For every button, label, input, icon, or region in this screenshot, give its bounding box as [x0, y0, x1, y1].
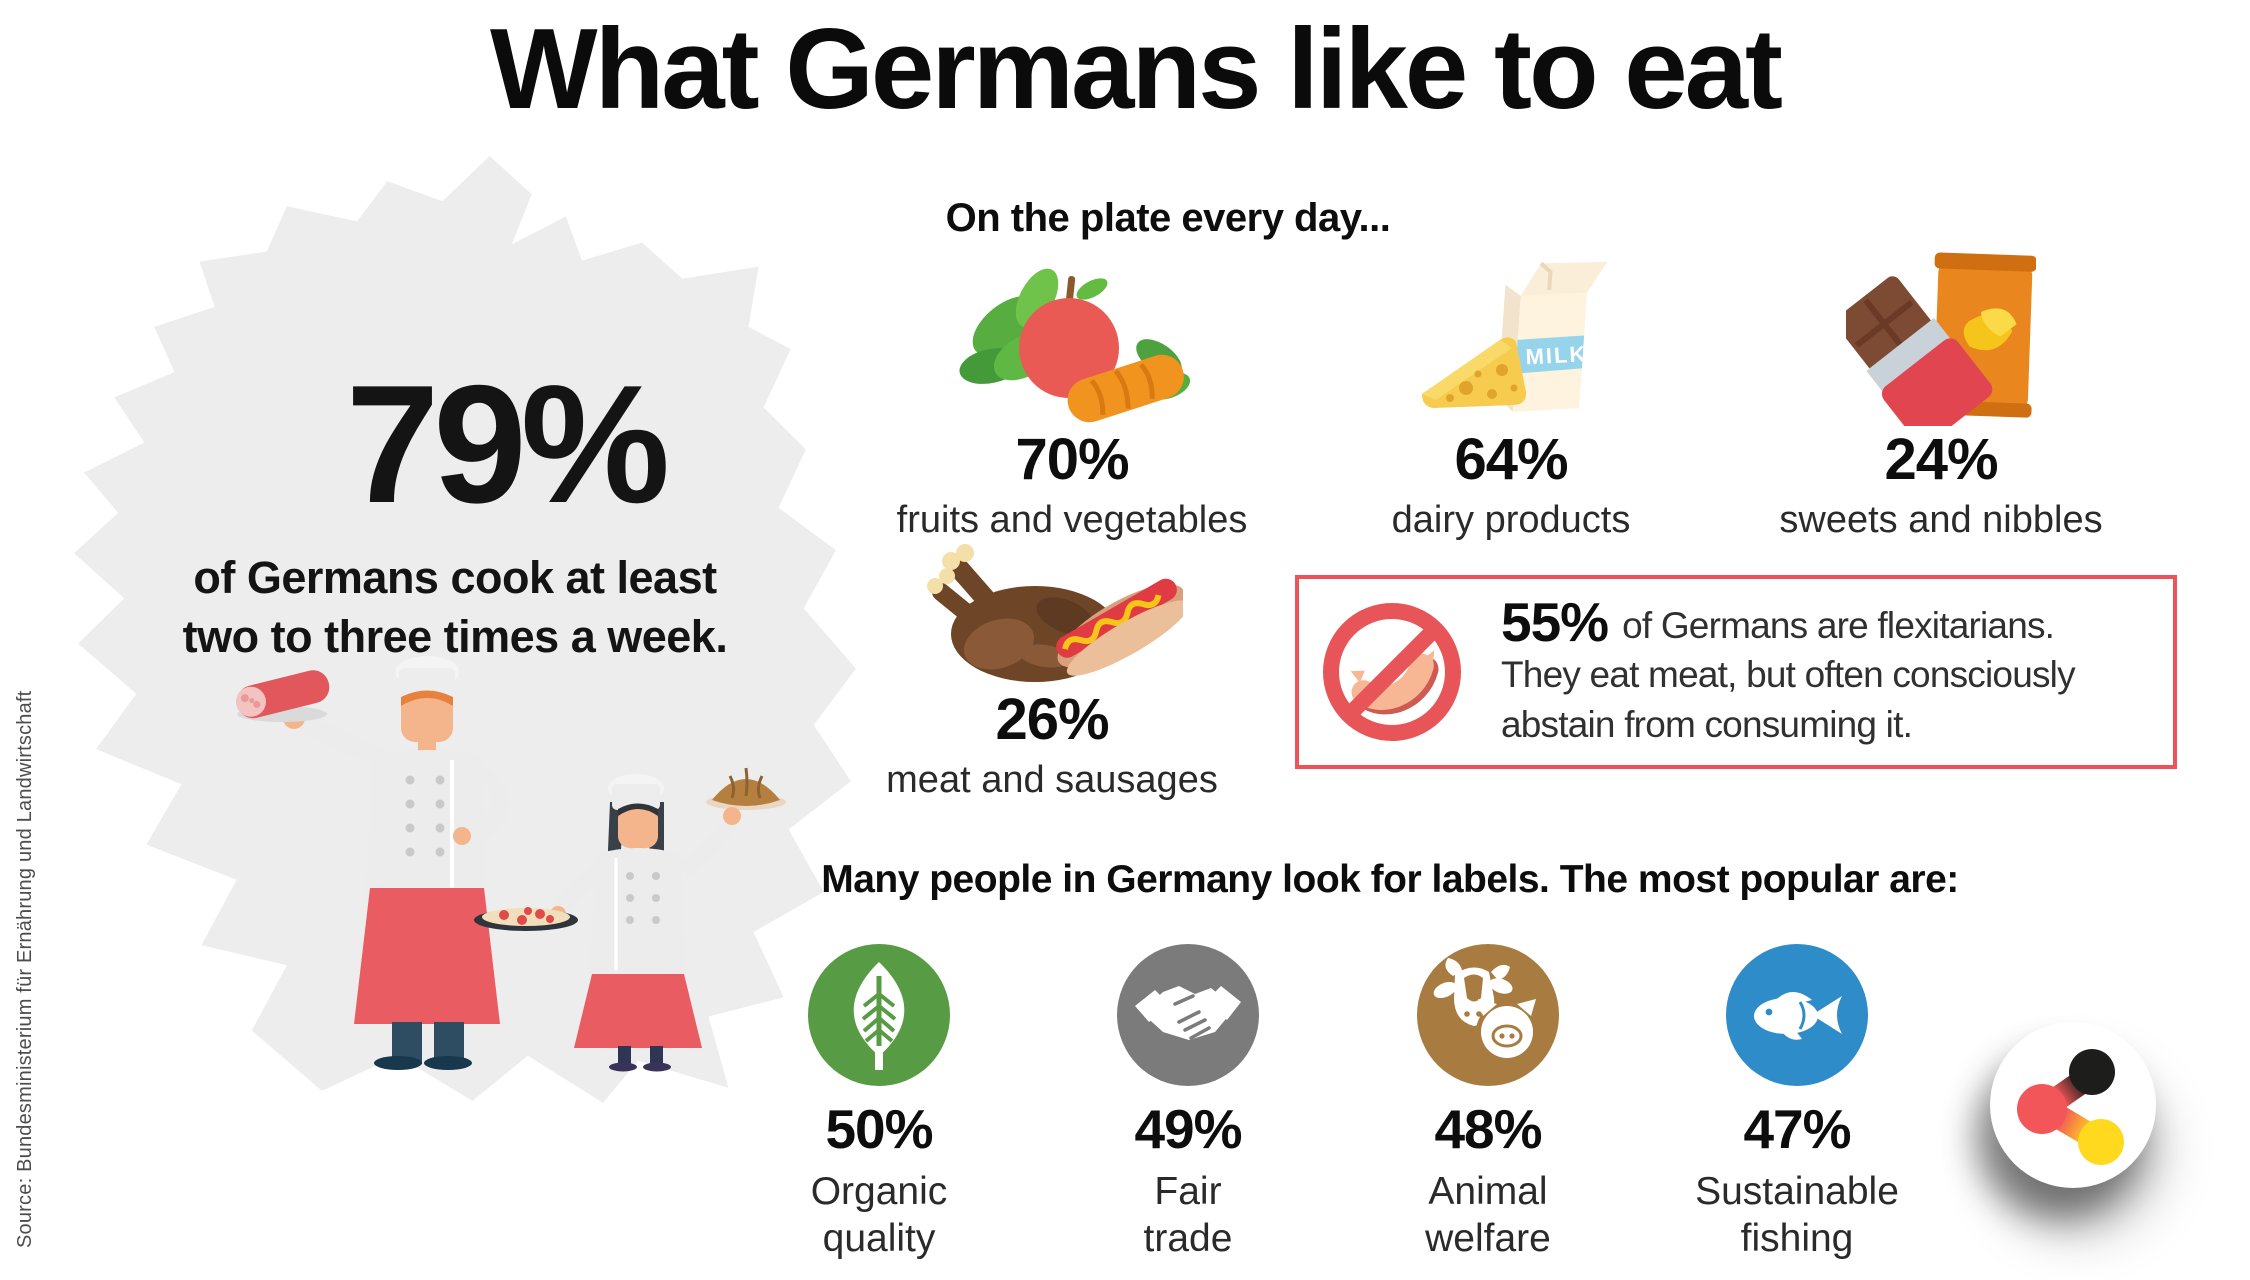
chefs-illustration — [235, 656, 786, 1072]
animal-welfare-percent: 48% — [1434, 1098, 1542, 1160]
dairy-products-icon: MILK — [1421, 261, 1607, 412]
sweets-nibbles-icon — [1846, 252, 2036, 426]
label-item-animal-welfare: 48% Animal welfare — [1333, 944, 1643, 1262]
fruits-vegetables-percent: 70% — [1015, 427, 1129, 492]
cooking-stat-line2: two to three times a week. — [182, 611, 728, 663]
flexitarian-line2: They eat meat, but often consciously — [1501, 654, 2076, 696]
male-chef-icon — [235, 656, 509, 1070]
sweets-nibbles-percent: 24% — [1884, 427, 1998, 492]
brand-logo — [1990, 1022, 2156, 1188]
fruits-vegetables-icon — [959, 268, 1190, 423]
label-item-organic-quality: 50% Organic quality — [724, 944, 1034, 1262]
label-item-sustainable-fishing: 47% Sustainable fishing — [1642, 944, 1952, 1262]
animal-welfare-label: Animal welfare — [1425, 1169, 1551, 1260]
animal-welfare-cow-pig-icon — [1417, 944, 1559, 1086]
flexitarian-percent: 55% — [1501, 590, 1609, 653]
sweets-nibbles-label: sweets and nibbles — [1779, 498, 2103, 541]
flexitarian-line1: of Germans are flexitarians. — [1622, 604, 2055, 646]
fair-trade-percent: 49% — [1134, 1098, 1242, 1160]
food-item-meat-sausages: 26% meat and sausages — [837, 538, 1267, 802]
cooking-stat-caption: of Germans cook at least two to three ti… — [100, 548, 810, 667]
sustainable-fishing-fish-icon — [1726, 944, 1868, 1086]
food-item-sweets-nibbles: 24% sweets and nibbles — [1726, 238, 2156, 542]
sustainable-fishing-percent: 47% — [1743, 1098, 1851, 1160]
labels-section-heading: Many people in Germany look for labels. … — [821, 858, 1959, 901]
page-title: What Germans like to eat — [489, 6, 1783, 133]
female-chef-icon — [474, 767, 786, 1072]
label-item-fair-trade: 49% Fair trade — [1033, 944, 1343, 1262]
organic-quality-percent: 50% — [825, 1098, 933, 1160]
cooking-stat-line1: of Germans cook at least — [193, 552, 717, 603]
meat-sausages-icon — [927, 544, 1183, 682]
dairy-products-percent: 64% — [1454, 427, 1568, 492]
plate-section-heading: On the plate every day... — [945, 196, 1391, 240]
flexitarian-line3: abstain from consuming it. — [1501, 703, 1913, 745]
cooking-stat-percent: 79% — [345, 350, 670, 538]
milk-carton-text: MILK — [1524, 341, 1587, 369]
flexitarian-callout: 55% of Germans are flexitarians. They eat… — [1295, 575, 2177, 769]
food-item-fruits-vegetables: 70% fruits and vegetables — [857, 238, 1287, 542]
source-note: Source: Bundesministerium für Ernährung … — [14, 690, 36, 1248]
organic-quality-label: Organic quality — [810, 1169, 948, 1260]
fair-trade-handshake-icon — [1117, 944, 1259, 1086]
fair-trade-label: Fair trade — [1143, 1169, 1233, 1260]
flexitarian-text: 55% of Germans are flexitarians. They eat… — [1501, 594, 2076, 750]
dairy-products-label: dairy products — [1391, 498, 1631, 541]
fruits-vegetables-label: fruits and vegetables — [896, 498, 1248, 541]
food-item-dairy-products: MILK 64% dairy products — [1296, 238, 1726, 542]
organic-leaf-icon — [808, 944, 950, 1086]
sustainable-fishing-label: Sustainable fishing — [1695, 1169, 1899, 1260]
share-dots-logo-icon — [2017, 1049, 2124, 1165]
meat-sausages-label: meat and sausages — [886, 758, 1218, 801]
meat-sausages-percent: 26% — [995, 687, 1109, 752]
no-sausage-icon — [1323, 603, 1461, 741]
